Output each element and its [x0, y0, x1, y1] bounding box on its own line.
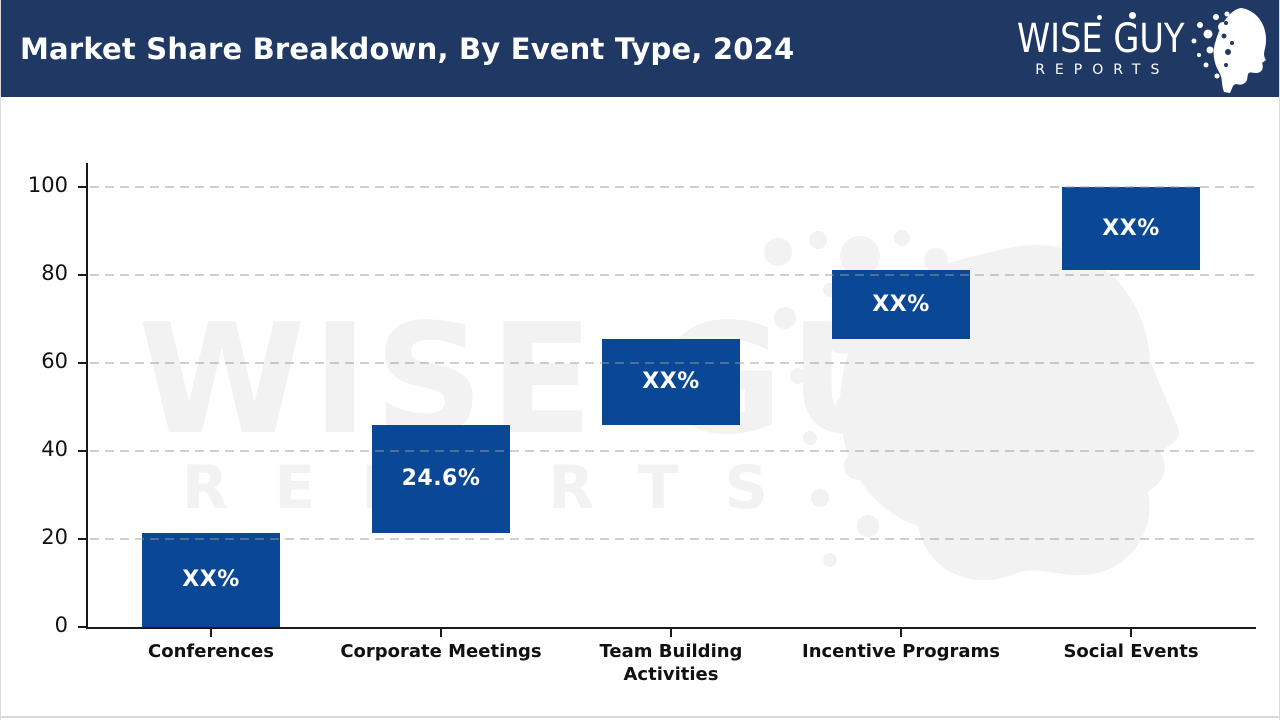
y-tick-label: 0	[54, 613, 68, 637]
x-axis-tick	[670, 629, 672, 637]
y-axis-line	[86, 163, 88, 629]
x-axis-tick	[1130, 629, 1132, 637]
bar-conferences: XX%	[142, 532, 280, 627]
y-tick-label: 60	[41, 349, 68, 373]
chart-title: Market Share Breakdown, By Event Type, 2…	[20, 31, 795, 66]
gridline-60	[90, 362, 1256, 364]
y-tick-label: 80	[41, 261, 68, 285]
bar-value-label-team-building-activities: XX%	[642, 369, 700, 395]
x-axis-tick	[900, 629, 902, 637]
x-tick-label-corporate-meetings: Corporate Meetings	[340, 641, 542, 662]
y-axis-tick	[78, 538, 86, 540]
brand-logo-text: WISE GUY REPORTS	[1001, 12, 1200, 78]
y-axis-tick	[78, 274, 86, 276]
bar-value-label-conferences: XX%	[182, 567, 240, 593]
brand-subtitle: REPORTS	[1035, 62, 1170, 78]
y-axis-tick	[78, 626, 86, 628]
y-tick-label: 40	[41, 437, 68, 461]
x-tick-label-incentive-programs: Incentive Programs	[802, 641, 1000, 662]
x-tick-label-conferences: Conferences	[148, 641, 274, 662]
x-tick-label-social-events: Social Events	[1063, 641, 1199, 662]
x-axis-tick	[440, 629, 442, 637]
brand-name: WISE GUY	[1016, 16, 1185, 62]
bar-value-label-social-events: XX%	[1102, 216, 1160, 242]
logo-accent-dot	[1096, 15, 1102, 20]
x-axis-tick	[210, 629, 212, 637]
y-axis-tick	[78, 186, 86, 188]
x-tick-label-team-building-activities: Team Building Activities	[599, 641, 743, 685]
bar-social-events: XX%	[1062, 187, 1200, 271]
y-tick-label: 20	[41, 525, 68, 549]
y-axis-tick	[78, 362, 86, 364]
bar-value-label-incentive-programs: XX%	[872, 291, 930, 317]
bottom-divider	[0, 716, 1280, 718]
bar-team-building-activities: XX%	[602, 338, 740, 425]
x-axis-line	[86, 627, 1256, 629]
y-tick-label: 100	[27, 173, 68, 197]
bar-value-label-corporate-meetings: 24.6%	[401, 466, 481, 492]
gridline-80	[90, 274, 1256, 276]
brand-logo: WISE GUY REPORTS	[1001, 3, 1280, 95]
gridline-100	[90, 186, 1256, 188]
bar-incentive-programs: XX%	[832, 270, 970, 339]
y-axis-tick	[78, 450, 86, 452]
bar-corporate-meetings: 24.6%	[372, 424, 510, 533]
brand-head-icon	[1191, 7, 1267, 93]
header-band: Market Share Breakdown, By Event Type, 2…	[0, 0, 1280, 97]
gridline-40	[90, 450, 1256, 452]
logo-accent-dot	[1128, 12, 1136, 19]
gridline-20	[90, 538, 1256, 540]
